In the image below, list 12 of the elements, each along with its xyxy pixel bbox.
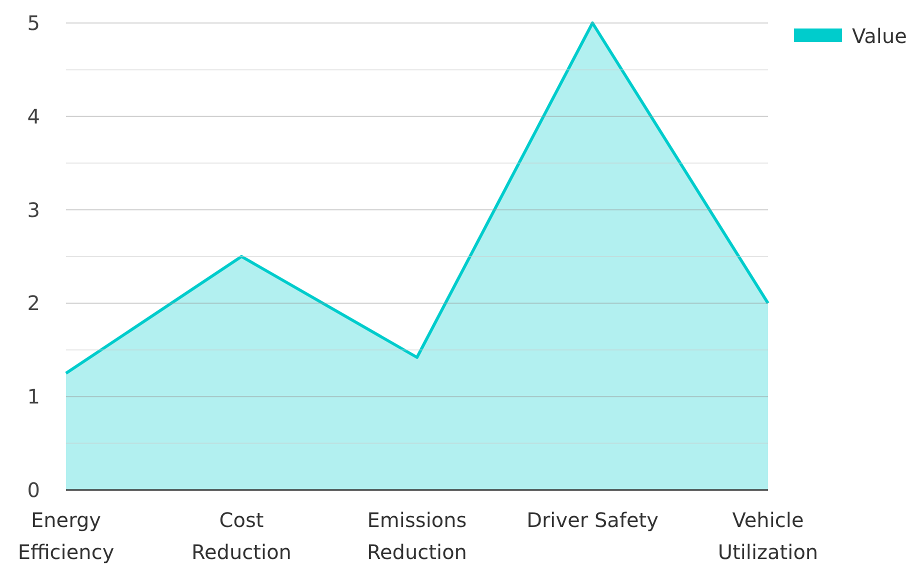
x-tick-label: Energy Efficiency — [18, 508, 114, 564]
legend-label: Value — [852, 24, 907, 48]
x-tick-label: Emissions Reduction — [367, 508, 467, 564]
x-tick-label: Vehicle Utilization — [718, 508, 818, 564]
y-tick-label: 4 — [27, 104, 40, 128]
y-tick-label: 1 — [27, 384, 40, 409]
y-tick-label: 0 — [27, 478, 40, 502]
x-tick-label: Driver Safety — [526, 508, 659, 532]
y-tick-label: 3 — [27, 198, 40, 222]
x-tick-label: Cost Reduction — [192, 508, 292, 564]
y-tick-label: 5 — [27, 11, 40, 35]
y-tick-label: 2 — [27, 291, 40, 316]
